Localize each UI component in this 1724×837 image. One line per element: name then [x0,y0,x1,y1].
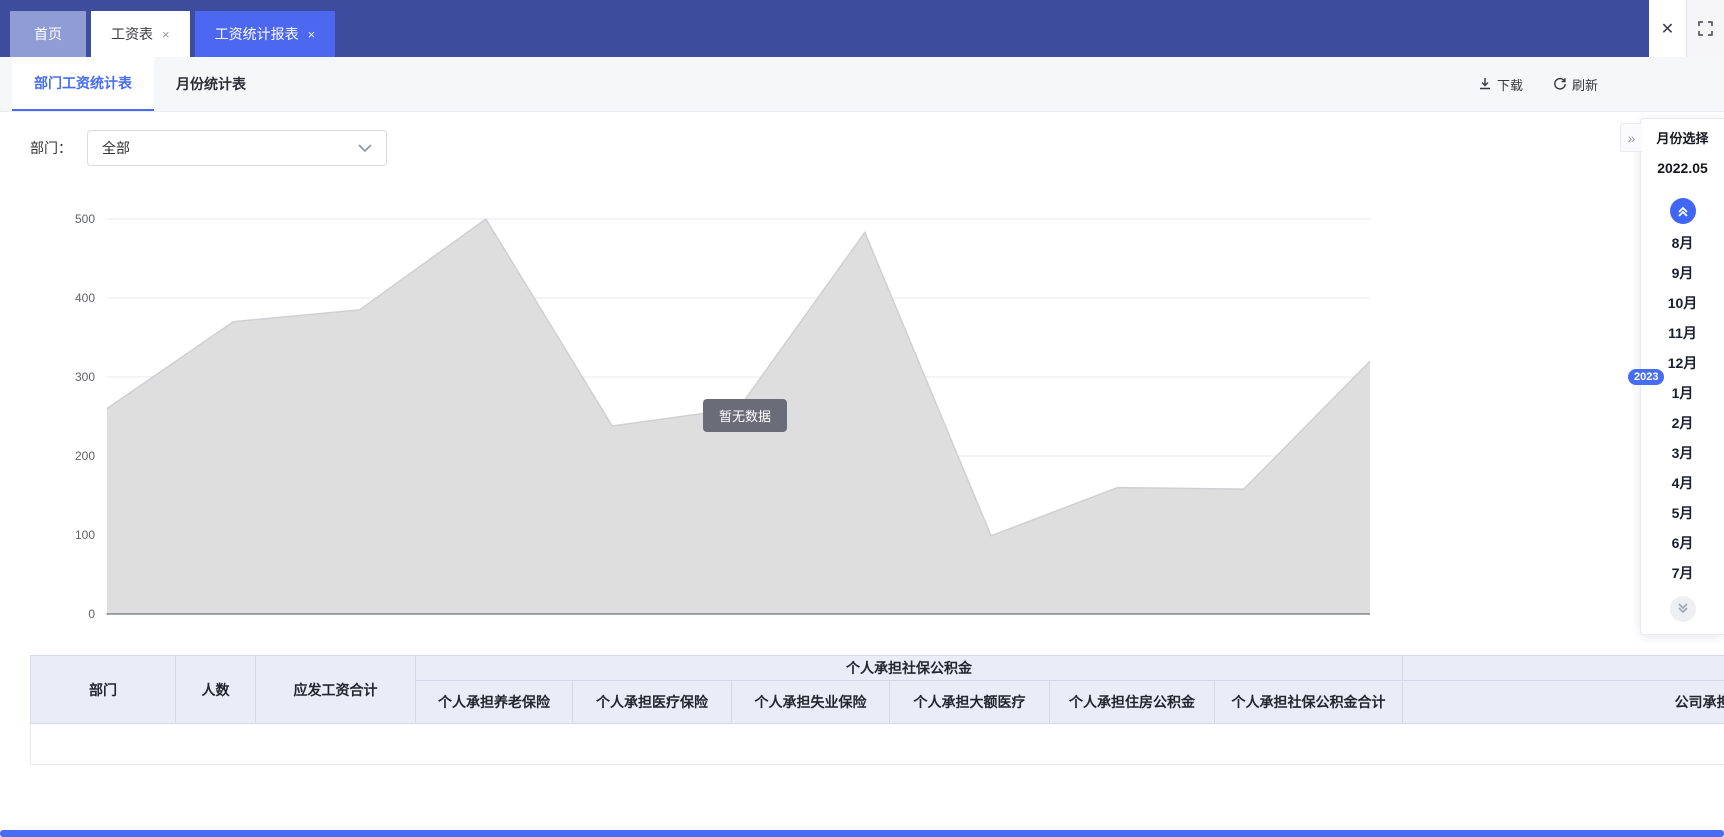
window-controls: ✕ [1649,0,1724,57]
year-badge: 2023 [1628,369,1665,385]
table-subheader: 个人承担社保公积金合计 [1213,680,1404,724]
summary-table: 部门 人数 应发工资合计 个人承担社保公积金 个人承担养老保险 个人承担医疗保险个… [30,655,1724,765]
dept-filter-label: 部门： [30,140,72,156]
table-group-header-row: 部门 人数 应发工资合计 个人承担社保公积金 [30,655,1724,724]
table-subheader: 个人承担住房公积金 [1049,680,1215,724]
window-tab-bar: 首页 工资表 × 工资统计报表 × ✕ [0,0,1724,57]
col-dept: 部门 [30,655,176,724]
col-total-salary: 应发工资合计 [255,655,416,724]
download-button[interactable]: 下载 [1478,75,1523,94]
month-item[interactable]: 7月 [1671,565,1694,581]
month-item[interactable]: 3月 [1671,445,1694,461]
tab-home[interactable]: 首页 [10,11,86,57]
month-item[interactable]: 12月 [1667,355,1698,371]
month-item[interactable]: 1月 [1671,385,1694,401]
filter-row: 部门： 全部 [30,130,387,166]
group-personal-social-insurance: 个人承担社保公积金 [414,655,1404,681]
download-icon [1478,77,1492,91]
close-tab-icon[interactable]: × [162,26,170,42]
collapse-panel-icon[interactable]: » [1620,123,1642,152]
month-item[interactable]: 8月 [1671,235,1694,251]
toolbar-actions: 下载 刷新 [1478,57,1598,111]
y-axis-label: 400 [75,291,95,305]
month-item[interactable]: 2月 [1671,415,1694,431]
month-list: 8月 9月 10月 11月 12月 1月 2月 3月 4月 5月 6月 7月 [1641,228,1724,588]
month-item[interactable]: 5月 [1671,505,1694,521]
month-item[interactable]: 11月 [1668,325,1697,341]
month-panel-title: 月份选择 [1656,131,1709,146]
col-count: 人数 [175,655,256,724]
month-item[interactable]: 6月 [1671,535,1694,551]
report-tab-bar: 部门工资统计表 月份统计表 下载 刷新 [0,57,1724,112]
current-month-value: 2022.05 [1657,160,1708,176]
tab-label: 工资表 [111,26,153,42]
table-scroll-area: 部门 人数 应发工资合计 个人承担社保公积金 个人承担养老保险 个人承担医疗保险个… [30,655,1724,765]
close-window-button[interactable]: ✕ [1660,20,1675,38]
month-selector-panel: » 月份选择 2022.05 8月 9月 10月 11月 12月 1月 2月 3月 4月 5月 6月… [1620,118,1724,635]
refresh-icon [1553,77,1567,91]
double-chevron-up-icon [1677,206,1688,217]
no-data-tooltip: 暂无数据 [703,399,788,432]
group-company [1402,655,1724,681]
table-subheader: 个人承担失业保险 [731,680,890,724]
chevron-down-icon [358,140,372,156]
y-axis-label: 0 [88,607,95,621]
dept-select[interactable]: 全部 [87,130,387,166]
close-tab-icon[interactable]: × [307,26,316,42]
tab-month-stats[interactable]: 月份统计表 [176,76,246,92]
table-subheader: 个人承担养老保险 [415,680,573,724]
dept-select-value: 全部 [102,140,130,156]
tab-payroll[interactable]: 工资表 × [91,11,190,57]
month-item[interactable]: 4月 [1671,475,1694,491]
tab-dept-salary-stats[interactable]: 部门工资统计表 [12,57,154,111]
month-item[interactable]: 10月 [1667,295,1698,311]
horizontal-scrollbar-thumb[interactable] [0,830,1724,837]
fullscreen-icon[interactable] [1686,0,1724,57]
salary-area-chart: 0 100 200 300 400 500 暂无数据 [30,189,1475,629]
y-axis-label: 300 [75,370,95,384]
empty-table-row [30,723,1724,765]
col-company: 公司承担 [1402,680,1724,724]
y-axis-label: 200 [75,449,95,463]
y-axis-label: 100 [75,528,95,542]
double-chevron-down-icon [1677,603,1688,614]
scroll-months-down-button[interactable] [1669,596,1696,622]
refresh-label: 刷新 [1571,77,1598,93]
tab-label: 工资统计报表 [214,26,299,42]
download-label: 下载 [1496,77,1523,93]
tab-salary-report[interactable]: 工资统计报表 × [194,11,336,57]
month-item[interactable]: 9月 [1671,265,1694,281]
table-subheader: 个人承担大额医疗 [889,680,1050,724]
refresh-button[interactable]: 刷新 [1553,75,1598,94]
table-subheader: 个人承担医疗保险 [572,680,732,724]
table-subheader-row: 个人承担养老保险 个人承担医疗保险 个人承担失业保险 个人承担大额医疗 个人承担住房公积… [31,680,1724,724]
scroll-months-up-button[interactable] [1669,198,1696,224]
y-axis-label: 500 [75,212,95,226]
